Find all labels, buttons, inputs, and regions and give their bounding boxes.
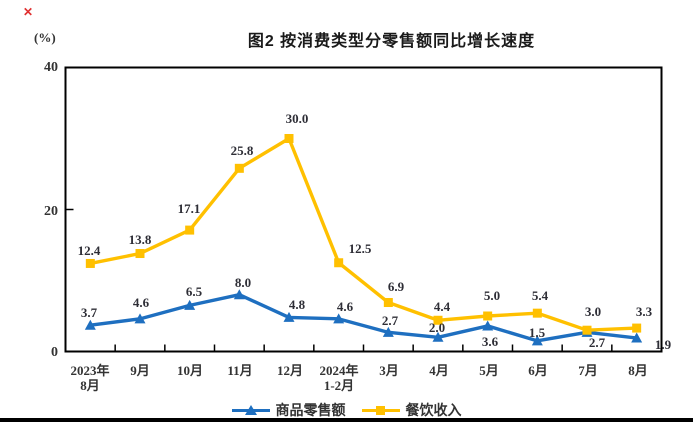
data-label-catering: 12.4	[77, 243, 101, 258]
data-label-catering: 3.3	[635, 304, 653, 319]
y-axis-unit-label: (%)	[34, 30, 56, 45]
legend-label: 商品零售额	[275, 402, 346, 418]
x-label: 8月	[628, 363, 648, 378]
chart-title: 图2 按消费类型分零售额同比增长速度	[247, 33, 536, 50]
x-label: 5月	[479, 363, 499, 378]
x-label: 12月	[276, 363, 303, 378]
x-label: 2024年 1-2月	[319, 363, 359, 393]
data-label-goods: 6.5	[185, 284, 203, 299]
data-label-catering: 3.0	[584, 304, 602, 319]
data-label-catering: 5.0	[483, 288, 501, 303]
goods-line-marker-icon	[231, 404, 270, 417]
data-label-goods: 8.0	[234, 275, 252, 290]
data-label-catering: 4.4	[433, 299, 451, 314]
data-label-goods: 3.6	[481, 334, 499, 349]
x-label: 4月	[429, 363, 449, 378]
red-x-icon: ✕	[23, 5, 34, 19]
y-tick-label-0: 0	[51, 345, 58, 360]
axis-ticks	[64, 208, 663, 352]
data-label-catering: 13.8	[128, 232, 152, 247]
data-label-goods: 4.6	[132, 295, 150, 310]
x-label: 11月	[227, 363, 253, 378]
data-label-goods: 2.0	[428, 320, 446, 335]
data-label-goods: 1.9	[654, 337, 672, 352]
data-label-goods: 3.7	[80, 305, 98, 320]
x-label: 9月	[130, 363, 150, 378]
data-label-goods: 2.7	[381, 313, 399, 328]
data-label-goods: 2.7	[588, 335, 606, 350]
data-label-catering: 12.5	[348, 241, 372, 256]
x-label: 7月	[578, 363, 598, 378]
legend-item-catering: 餐饮收入	[361, 400, 462, 420]
y-tick-label-20: 20	[44, 204, 58, 219]
data-label-goods: 4.6	[336, 299, 354, 314]
x-label: 6月	[528, 363, 548, 378]
data-label-catering: 30.0	[285, 111, 309, 126]
y-tick-label-40: 40	[44, 60, 58, 75]
data-label-goods: 4.8	[288, 297, 306, 312]
legend-item-goods: 商品零售额	[231, 400, 346, 420]
bottom-divider	[0, 418, 693, 422]
data-label-catering: 25.8	[230, 143, 254, 158]
catering-line-marker-icon	[361, 404, 400, 417]
data-label-catering: 17.1	[177, 201, 201, 216]
legend-label: 餐饮收入	[405, 402, 462, 418]
data-series	[84, 134, 643, 346]
data-label-catering: 6.9	[387, 279, 405, 294]
x-label: 10月	[176, 363, 203, 378]
legend: 商品零售额 餐饮收入	[0, 400, 693, 420]
data-label-goods: 1.5	[528, 325, 546, 340]
x-label: 2023年 8月	[70, 363, 110, 393]
data-label-catering: 5.4	[531, 288, 549, 303]
x-label: 3月	[379, 363, 399, 378]
